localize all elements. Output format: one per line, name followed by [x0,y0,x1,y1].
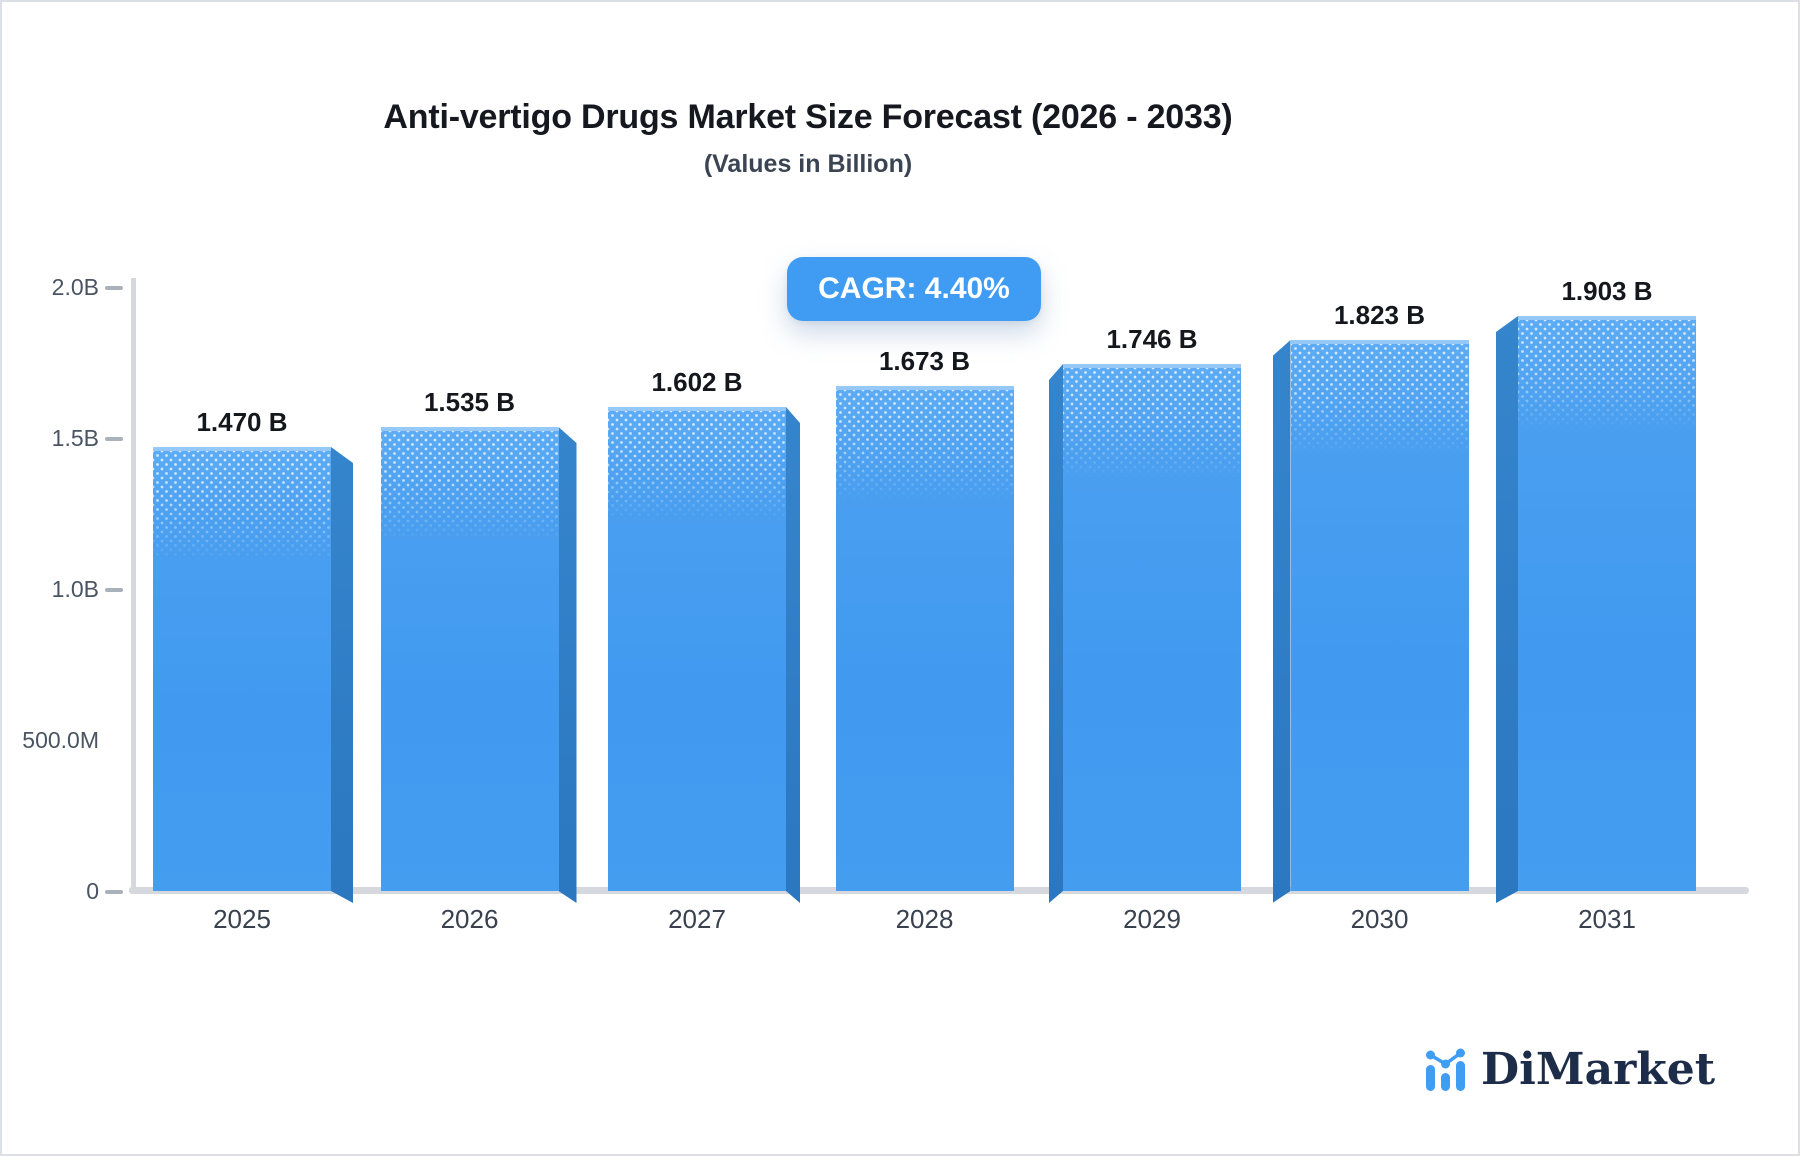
y-axis-tick-dash [105,286,123,290]
y-axis-tick-label: 1.5B [51,425,99,451]
bar-halftone-texture [608,411,786,521]
bar-2027[interactable] [608,407,786,891]
bar-side-face-2027 [786,407,800,903]
bar-side-face-2031 [1496,316,1518,903]
bar-2028[interactable] [835,386,1014,891]
y-axis-tick-label: 1.0B [51,576,99,602]
bar-value-label-2029: 1.746 B [1106,324,1198,354]
bar-halftone-texture [1063,368,1241,478]
bar-2029[interactable] [1063,364,1241,891]
bar-2031[interactable] [1518,316,1696,891]
bar-side-face-2029 [1049,364,1063,903]
chart-title: Anti-vertigo Drugs Market Size Forecast … [383,98,1233,136]
brand-logo: DiMarket [1423,1042,1715,1094]
cagr-badge: CAGR: 4.40% [787,257,1041,321]
bar-side-face-2026 [559,427,577,903]
brand-name: DiMarket [1481,1044,1716,1095]
bar-value-label-2025: 1.470 B [196,407,288,437]
y-axis-tick-label: 500.0M [22,727,99,753]
x-axis-label-2027: 2027 [668,904,726,934]
bar-halftone-texture [835,390,1014,500]
bar-side-face-2025 [331,447,353,903]
x-axis-label-2028: 2028 [895,904,954,934]
y-axis-tick-dash [105,588,123,592]
bar-value-label-2028: 1.673 B [878,346,971,376]
x-axis-label-2030: 2030 [1350,904,1409,934]
bar-side-face-2030 [1273,340,1291,903]
bar-value-label-2031: 1.903 B [1561,276,1653,306]
bar-value-label-2027: 1.602 B [651,367,743,397]
y-axis-line [131,278,136,887]
bar-2030[interactable] [1290,340,1469,891]
y-axis-tick-label: 2.0B [51,274,99,300]
bar-halftone-texture [1290,344,1469,454]
bar-value-label-2030: 1.823 B [1333,300,1426,330]
y-axis-tick-dash [105,437,123,441]
y-axis-tick-dash [105,890,123,894]
bar-value-label-2026: 1.535 B [423,387,516,417]
bar-halftone-texture [153,451,331,561]
x-axis-label-2031: 2031 [1578,904,1636,934]
bar-halftone-texture [380,431,559,541]
mini-bar-chart-icon [1426,1048,1465,1091]
bar-2025[interactable] [153,447,331,891]
y-axis-tick-label: 0 [86,878,99,904]
x-axis-label-2026: 2026 [440,904,499,934]
chart-subtitle: (Values in Billion) [703,150,913,178]
x-axis-label-2025: 2025 [213,904,271,934]
x-axis-label-2029: 2029 [1123,904,1181,934]
bar-2026[interactable] [380,427,559,891]
bar-halftone-texture [1518,320,1696,430]
